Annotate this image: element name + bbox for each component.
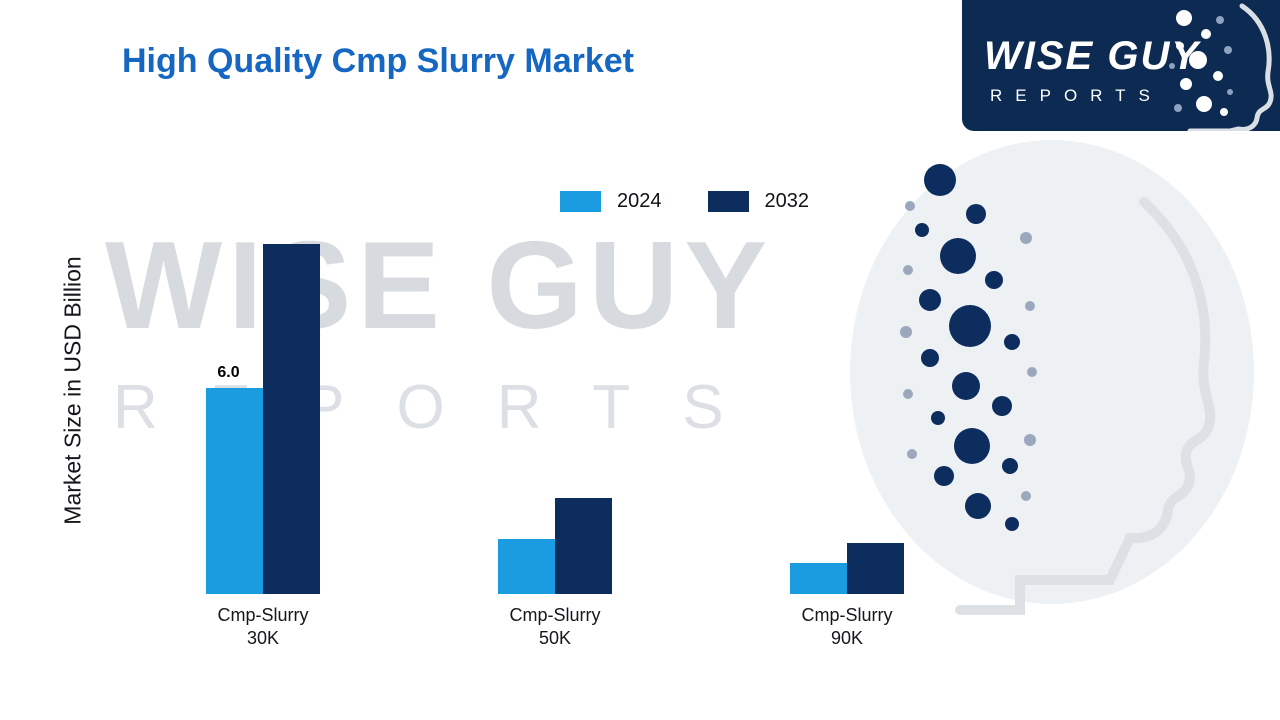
chart-legend: 2024 2032 [560, 190, 809, 213]
bar-group-cmp-slurry-30k: 6.0 Cmp-Slurry 30K [205, 234, 321, 648]
logo-brand-name: WISE GUY [984, 34, 1201, 78]
y-axis-label: Market Size in USD Billion [59, 256, 86, 525]
bar-2032-1 [263, 244, 320, 594]
plot-area: 6.0 Cmp-Slurry 30K Cmp-Slurry 50K Cmp-Slurry 9… [205, 244, 905, 648]
bar-2032-3 [847, 543, 904, 594]
bar-2024-1: 6.0 [206, 364, 263, 594]
logo-head-icon [1169, 3, 1274, 131]
logo-brand-sub: REPORTS [990, 86, 1163, 105]
legend-label-2024: 2024 [617, 190, 662, 212]
legend-label-2032: 2032 [764, 190, 810, 212]
bar-2024-3 [790, 563, 847, 594]
decorative-head-graphic [850, 140, 1254, 615]
watermark-line1: WISE GUY [105, 217, 774, 355]
legend-item-2032: 2032 [707, 190, 810, 213]
bar-2024-2 [498, 539, 555, 594]
legend-item-2024: 2024 [560, 190, 662, 213]
wiseguy-logo: WISE GUY REPORTS [962, 0, 1280, 131]
legend-swatch-2024 [560, 191, 601, 212]
legend-swatch-2032 [707, 191, 749, 212]
bar-group-cmp-slurry-90k: Cmp-Slurry 90K [789, 234, 905, 648]
bar-group-cmp-slurry-50k: Cmp-Slurry 50K [497, 234, 613, 648]
watermark: WISE GUY REPORTS [105, 218, 776, 443]
bar-value-label: 6.0 [217, 364, 240, 381]
page-title: High Quality Cmp Slurry Market [122, 42, 634, 80]
bar-2032-2 [555, 498, 612, 594]
